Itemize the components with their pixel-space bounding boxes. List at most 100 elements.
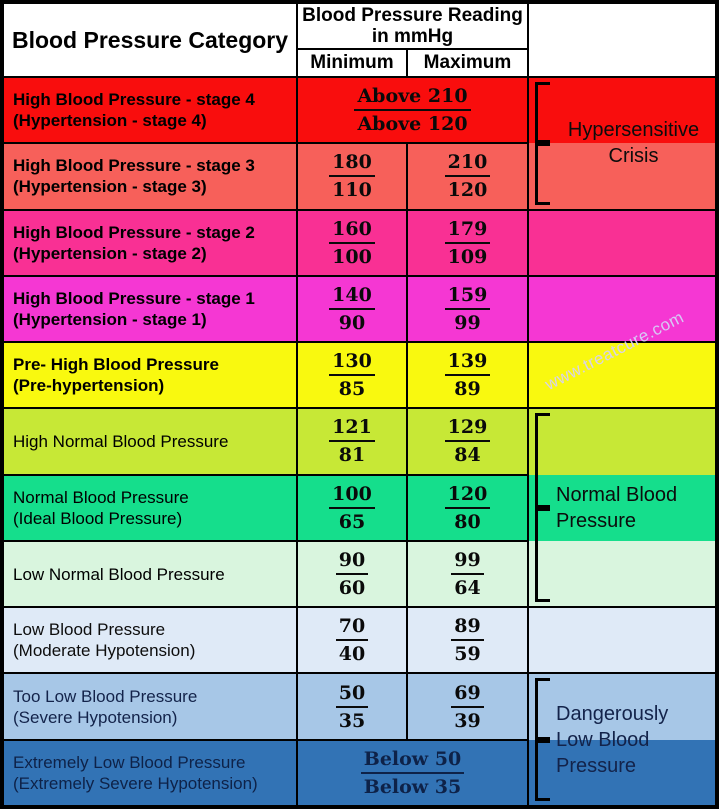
category-sublabel: (Hypertension - stage 3)	[13, 177, 207, 197]
annotation-background	[529, 674, 715, 806]
min-systolic: 140	[329, 283, 375, 310]
category-label: High Blood Pressure - stage 4	[13, 90, 255, 110]
annotation-hypersensitive-crisis: Hypersensitive Crisis	[529, 78, 715, 209]
min-systolic: 121	[329, 415, 375, 443]
min-systolic: 70	[335, 614, 369, 642]
max-low: 89 59	[408, 608, 527, 673]
annotation-empty	[529, 210, 715, 275]
category-stage3: High Blood Pressure - stage 3 (Hypertens…	[4, 144, 296, 209]
header-minimum: Minimum	[298, 50, 406, 76]
category-stage2: High Blood Pressure - stage 2 (Hypertens…	[4, 210, 296, 275]
annotation-dangerously-low: Dangerously Low Blood Pressure	[529, 674, 715, 806]
min-systolic: 100	[329, 482, 375, 509]
category-normal: Normal Blood Pressure (Ideal Blood Press…	[4, 475, 296, 540]
annotation-background	[529, 78, 715, 209]
max-stage3: 210 120	[408, 144, 527, 209]
category-stage1: High Blood Pressure - stage 1 (Hypertens…	[4, 276, 296, 342]
min-diastolic: 65	[338, 510, 366, 533]
max-diastolic: 59	[454, 643, 481, 666]
min-systolic: 160	[329, 217, 375, 244]
max-diastolic: 99	[454, 311, 481, 334]
category-sublabel: (Moderate Hypotension)	[13, 641, 196, 661]
max-systolic: 99	[451, 548, 484, 576]
category-sublabel: (Hypertension - stage 4)	[13, 111, 207, 131]
max-systolic: 129	[444, 415, 491, 443]
category-label: Extremely Low Blood Pressure	[13, 752, 246, 772]
bracket-icon	[535, 678, 550, 802]
category-too-low: Too Low Blood Pressure (Severe Hypotensi…	[4, 674, 296, 739]
min-diastolic: 110	[332, 179, 372, 202]
header-reading: Blood Pressure Reading in mmHg	[298, 4, 527, 48]
max-stage2: 179 109	[408, 210, 527, 275]
max-systolic: 159	[444, 283, 491, 310]
min-diastolic: 81	[338, 444, 366, 467]
annotation-label: Hypersensitive Crisis	[567, 119, 700, 168]
bracket-icon	[535, 82, 550, 205]
category-extremely-low: Extremely Low Blood Pressure (Extremely …	[4, 740, 296, 805]
reading-systolic: Below 50	[360, 747, 465, 774]
min-systolic: 130	[329, 349, 375, 377]
category-prehypertension: Pre- High Blood Pressure (Pre-hypertensi…	[4, 343, 296, 408]
min-stage2: 160 100	[298, 210, 406, 275]
header-annotation-empty	[529, 4, 715, 76]
category-sublabel: (Ideal Blood Pressure)	[13, 508, 183, 528]
category-label: Low Normal Blood Pressure	[13, 564, 225, 584]
category-sublabel: (Severe Hypotension)	[13, 707, 178, 727]
category-high-normal: High Normal Blood Pressure	[4, 409, 296, 474]
category-low: Low Blood Pressure (Moderate Hypotension…	[4, 608, 296, 673]
max-systolic: 210	[444, 150, 491, 178]
min-diastolic: 90	[338, 311, 366, 334]
max-diastolic: 109	[447, 245, 488, 268]
reading-fraction: Above 210 Above 120	[354, 84, 471, 136]
annotation-normal-blood-pressure: Normal Blood Pressure	[529, 409, 715, 607]
max-low-normal: 99 64	[408, 541, 527, 607]
category-label: High Normal Blood Pressure	[13, 431, 229, 451]
min-too-low: 50 35	[298, 674, 406, 739]
annotation-empty	[529, 608, 715, 673]
category-sublabel: (Hypertension - stage 1)	[13, 309, 207, 329]
min-diastolic: 60	[338, 577, 366, 600]
min-diastolic: 35	[338, 709, 366, 732]
header-maximum: Maximum	[408, 50, 527, 76]
min-systolic: 50	[335, 681, 369, 708]
min-prehypertension: 130 85	[298, 343, 406, 408]
reading-systolic: Above 210	[354, 84, 471, 112]
max-systolic: 120	[444, 482, 491, 509]
annotation-label: Normal Blood Pressure	[556, 483, 678, 532]
min-systolic: 90	[335, 548, 369, 576]
reading-stage4: Above 210 Above 120	[298, 78, 527, 143]
min-systolic: 180	[329, 150, 375, 178]
header-category: Blood Pressure Category	[4, 4, 296, 76]
max-systolic: 89	[451, 614, 484, 642]
category-stage4: High Blood Pressure - stage 4 (Hypertens…	[4, 78, 296, 143]
min-stage1: 140 90	[298, 276, 406, 342]
annotation-background	[529, 409, 715, 607]
max-high-normal: 129 84	[408, 409, 527, 474]
min-stage3: 180 110	[298, 144, 406, 209]
bracket-icon	[535, 413, 550, 603]
annotation-empty	[529, 276, 715, 342]
min-low: 70 40	[298, 608, 406, 673]
max-normal: 120 80	[408, 475, 527, 540]
category-label: Pre- High Blood Pressure	[13, 355, 219, 375]
min-diastolic: 100	[332, 245, 372, 268]
category-low-normal: Low Normal Blood Pressure	[4, 541, 296, 607]
max-systolic: 179	[444, 217, 491, 244]
max-diastolic: 120	[447, 179, 488, 202]
category-label: Too Low Blood Pressure	[13, 686, 198, 706]
category-label: Normal Blood Pressure	[13, 487, 189, 507]
min-low-normal: 90 60	[298, 541, 406, 607]
category-sublabel: (Pre-hypertension)	[13, 376, 165, 396]
category-label: High Blood Pressure - stage 3	[13, 156, 255, 176]
annotation-label: Dangerously Low Blood Pressure	[556, 702, 669, 777]
min-normal: 100 65	[298, 475, 406, 540]
category-label: High Blood Pressure - stage 2	[13, 222, 255, 242]
max-diastolic: 39	[454, 709, 481, 732]
category-sublabel: (Hypertension - stage 2)	[13, 243, 207, 263]
max-diastolic: 84	[454, 444, 481, 467]
max-too-low: 69 39	[408, 674, 527, 739]
category-sublabel: (Extremely Severe Hypotension)	[13, 773, 258, 793]
category-label: Low Blood Pressure	[13, 620, 166, 640]
reading-extremely-low: Below 50 Below 35	[298, 740, 527, 805]
